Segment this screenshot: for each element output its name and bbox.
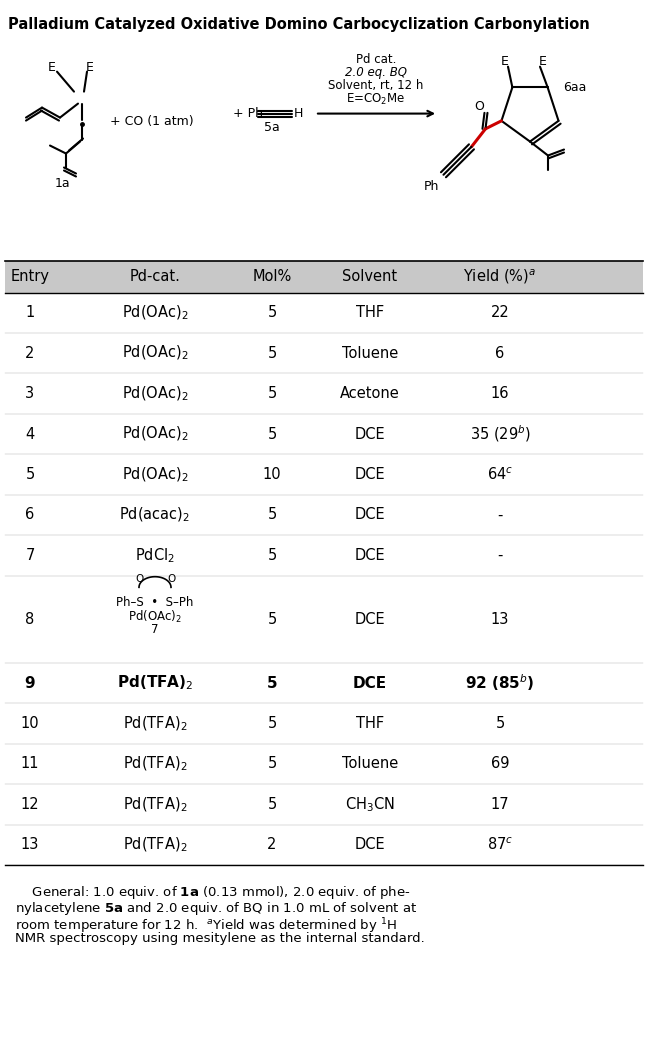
Text: -: - xyxy=(497,508,503,522)
Text: Mol%: Mol% xyxy=(252,269,292,284)
Text: 2.0 eq. BQ: 2.0 eq. BQ xyxy=(345,66,407,79)
Text: 5: 5 xyxy=(268,346,277,361)
Text: E=CO$_2$Me: E=CO$_2$Me xyxy=(347,93,406,107)
Text: 5: 5 xyxy=(268,508,277,522)
Text: 92 (85$^{b}$): 92 (85$^{b}$) xyxy=(465,672,535,694)
Text: 3: 3 xyxy=(25,386,34,401)
Text: H: H xyxy=(294,107,303,120)
Text: E: E xyxy=(48,61,56,74)
Text: PdCl$_2$: PdCl$_2$ xyxy=(135,546,175,565)
Text: 2: 2 xyxy=(268,837,277,852)
Text: DCE: DCE xyxy=(354,508,386,522)
Text: 2: 2 xyxy=(25,346,35,361)
Text: 10: 10 xyxy=(21,716,40,731)
Text: 13: 13 xyxy=(21,837,39,852)
Text: Solvent: Solvent xyxy=(342,269,398,284)
Text: Pd(OAc)$_2$: Pd(OAc)$_2$ xyxy=(122,465,189,484)
Text: Entry: Entry xyxy=(10,269,49,284)
Text: 1: 1 xyxy=(25,305,34,320)
Text: Ph–S  •  S–Ph: Ph–S • S–Ph xyxy=(116,596,194,609)
Text: 69: 69 xyxy=(491,757,509,771)
Text: Pd(OAc)$_2$: Pd(OAc)$_2$ xyxy=(122,384,189,403)
Text: 8: 8 xyxy=(25,612,34,627)
Text: E: E xyxy=(86,61,94,74)
Text: 5: 5 xyxy=(495,716,505,731)
Text: Pd(OAc)$_2$: Pd(OAc)$_2$ xyxy=(122,344,189,363)
Bar xyxy=(5,261,643,293)
Text: nylacetylene $\mathbf{5a}$ and 2.0 equiv. of BQ in 1.0 mL of solvent at: nylacetylene $\mathbf{5a}$ and 2.0 equiv… xyxy=(15,900,417,917)
Text: Pd(TFA)$_2$: Pd(TFA)$_2$ xyxy=(122,754,187,774)
Text: Pd(TFA)$_2$: Pd(TFA)$_2$ xyxy=(117,674,193,693)
Text: E: E xyxy=(501,55,509,68)
Text: + Ph: + Ph xyxy=(233,107,263,120)
Text: Pd(TFA)$_2$: Pd(TFA)$_2$ xyxy=(122,714,187,733)
Text: 10: 10 xyxy=(262,467,281,482)
Text: 22: 22 xyxy=(491,305,509,320)
Text: Pd(TFA)$_2$: Pd(TFA)$_2$ xyxy=(122,795,187,814)
Text: DCE: DCE xyxy=(354,837,386,852)
Text: -: - xyxy=(497,548,503,563)
Text: THF: THF xyxy=(356,305,384,320)
Text: DCE: DCE xyxy=(353,676,387,691)
Text: 5a: 5a xyxy=(264,121,280,134)
Text: 5: 5 xyxy=(268,797,277,812)
Text: Solvent, rt, 12 h: Solvent, rt, 12 h xyxy=(329,79,424,93)
Text: 6aa: 6aa xyxy=(563,81,586,94)
Text: 87$^{c}$: 87$^{c}$ xyxy=(487,836,513,853)
Text: 5: 5 xyxy=(25,467,34,482)
Text: O: O xyxy=(135,573,143,584)
Text: 13: 13 xyxy=(491,612,509,627)
Text: 12: 12 xyxy=(21,797,40,812)
Text: 5: 5 xyxy=(268,612,277,627)
Text: Pd(OAc)$_2$: Pd(OAc)$_2$ xyxy=(122,425,189,444)
Text: CH$_3$CN: CH$_3$CN xyxy=(345,795,395,814)
Text: DCE: DCE xyxy=(354,612,386,627)
Text: 5: 5 xyxy=(268,305,277,320)
Text: room temperature for 12 h.  $^{a}$Yield was determined by $^{1}$H: room temperature for 12 h. $^{a}$Yield w… xyxy=(15,916,397,935)
Text: 11: 11 xyxy=(21,757,40,771)
Text: Ph: Ph xyxy=(424,180,439,194)
Text: Pd(acac)$_2$: Pd(acac)$_2$ xyxy=(119,505,191,525)
Text: O: O xyxy=(474,100,485,114)
Text: Pd-cat.: Pd-cat. xyxy=(130,269,180,284)
Text: General: 1.0 equiv. of $\mathbf{1a}$ (0.13 mmol), 2.0 equiv. of phe-: General: 1.0 equiv. of $\mathbf{1a}$ (0.… xyxy=(15,884,411,901)
Text: Pd(OAc)$_2$: Pd(OAc)$_2$ xyxy=(128,609,182,626)
Text: 6: 6 xyxy=(25,508,34,522)
Text: Pd cat.: Pd cat. xyxy=(356,53,396,66)
Text: 7: 7 xyxy=(151,624,159,636)
Text: O: O xyxy=(167,573,175,584)
Text: 17: 17 xyxy=(491,797,509,812)
Text: 6: 6 xyxy=(495,346,505,361)
Text: Palladium Catalyzed Oxidative Domino Carbocyclization Carbonylation: Palladium Catalyzed Oxidative Domino Car… xyxy=(8,17,590,32)
Text: 4: 4 xyxy=(25,427,34,442)
Text: 5: 5 xyxy=(268,548,277,563)
Text: 5: 5 xyxy=(268,757,277,771)
Text: Pd(OAc)$_2$: Pd(OAc)$_2$ xyxy=(122,303,189,322)
Text: THF: THF xyxy=(356,716,384,731)
Text: Pd(TFA)$_2$: Pd(TFA)$_2$ xyxy=(122,835,187,854)
Text: 16: 16 xyxy=(491,386,509,401)
Text: 5: 5 xyxy=(267,676,277,691)
Text: DCE: DCE xyxy=(354,548,386,563)
Text: 5: 5 xyxy=(268,386,277,401)
Text: 9: 9 xyxy=(25,676,35,691)
Text: Yield (%)$^{a}$: Yield (%)$^{a}$ xyxy=(463,267,537,286)
Text: 64$^{c}$: 64$^{c}$ xyxy=(487,466,513,483)
Text: E: E xyxy=(539,55,547,68)
Text: 7: 7 xyxy=(25,548,35,563)
Text: DCE: DCE xyxy=(354,427,386,442)
Text: Toluene: Toluene xyxy=(342,346,398,361)
Text: 1a: 1a xyxy=(54,177,70,190)
Text: DCE: DCE xyxy=(354,467,386,482)
Text: 5: 5 xyxy=(268,427,277,442)
Text: Toluene: Toluene xyxy=(342,757,398,771)
Text: 35 (29$^{b}$): 35 (29$^{b}$) xyxy=(470,423,531,445)
Text: Acetone: Acetone xyxy=(340,386,400,401)
Text: + CO (1 atm): + CO (1 atm) xyxy=(110,115,194,128)
Text: NMR spectroscopy using mesitylene as the internal standard.: NMR spectroscopy using mesitylene as the… xyxy=(15,932,424,945)
Text: 5: 5 xyxy=(268,716,277,731)
